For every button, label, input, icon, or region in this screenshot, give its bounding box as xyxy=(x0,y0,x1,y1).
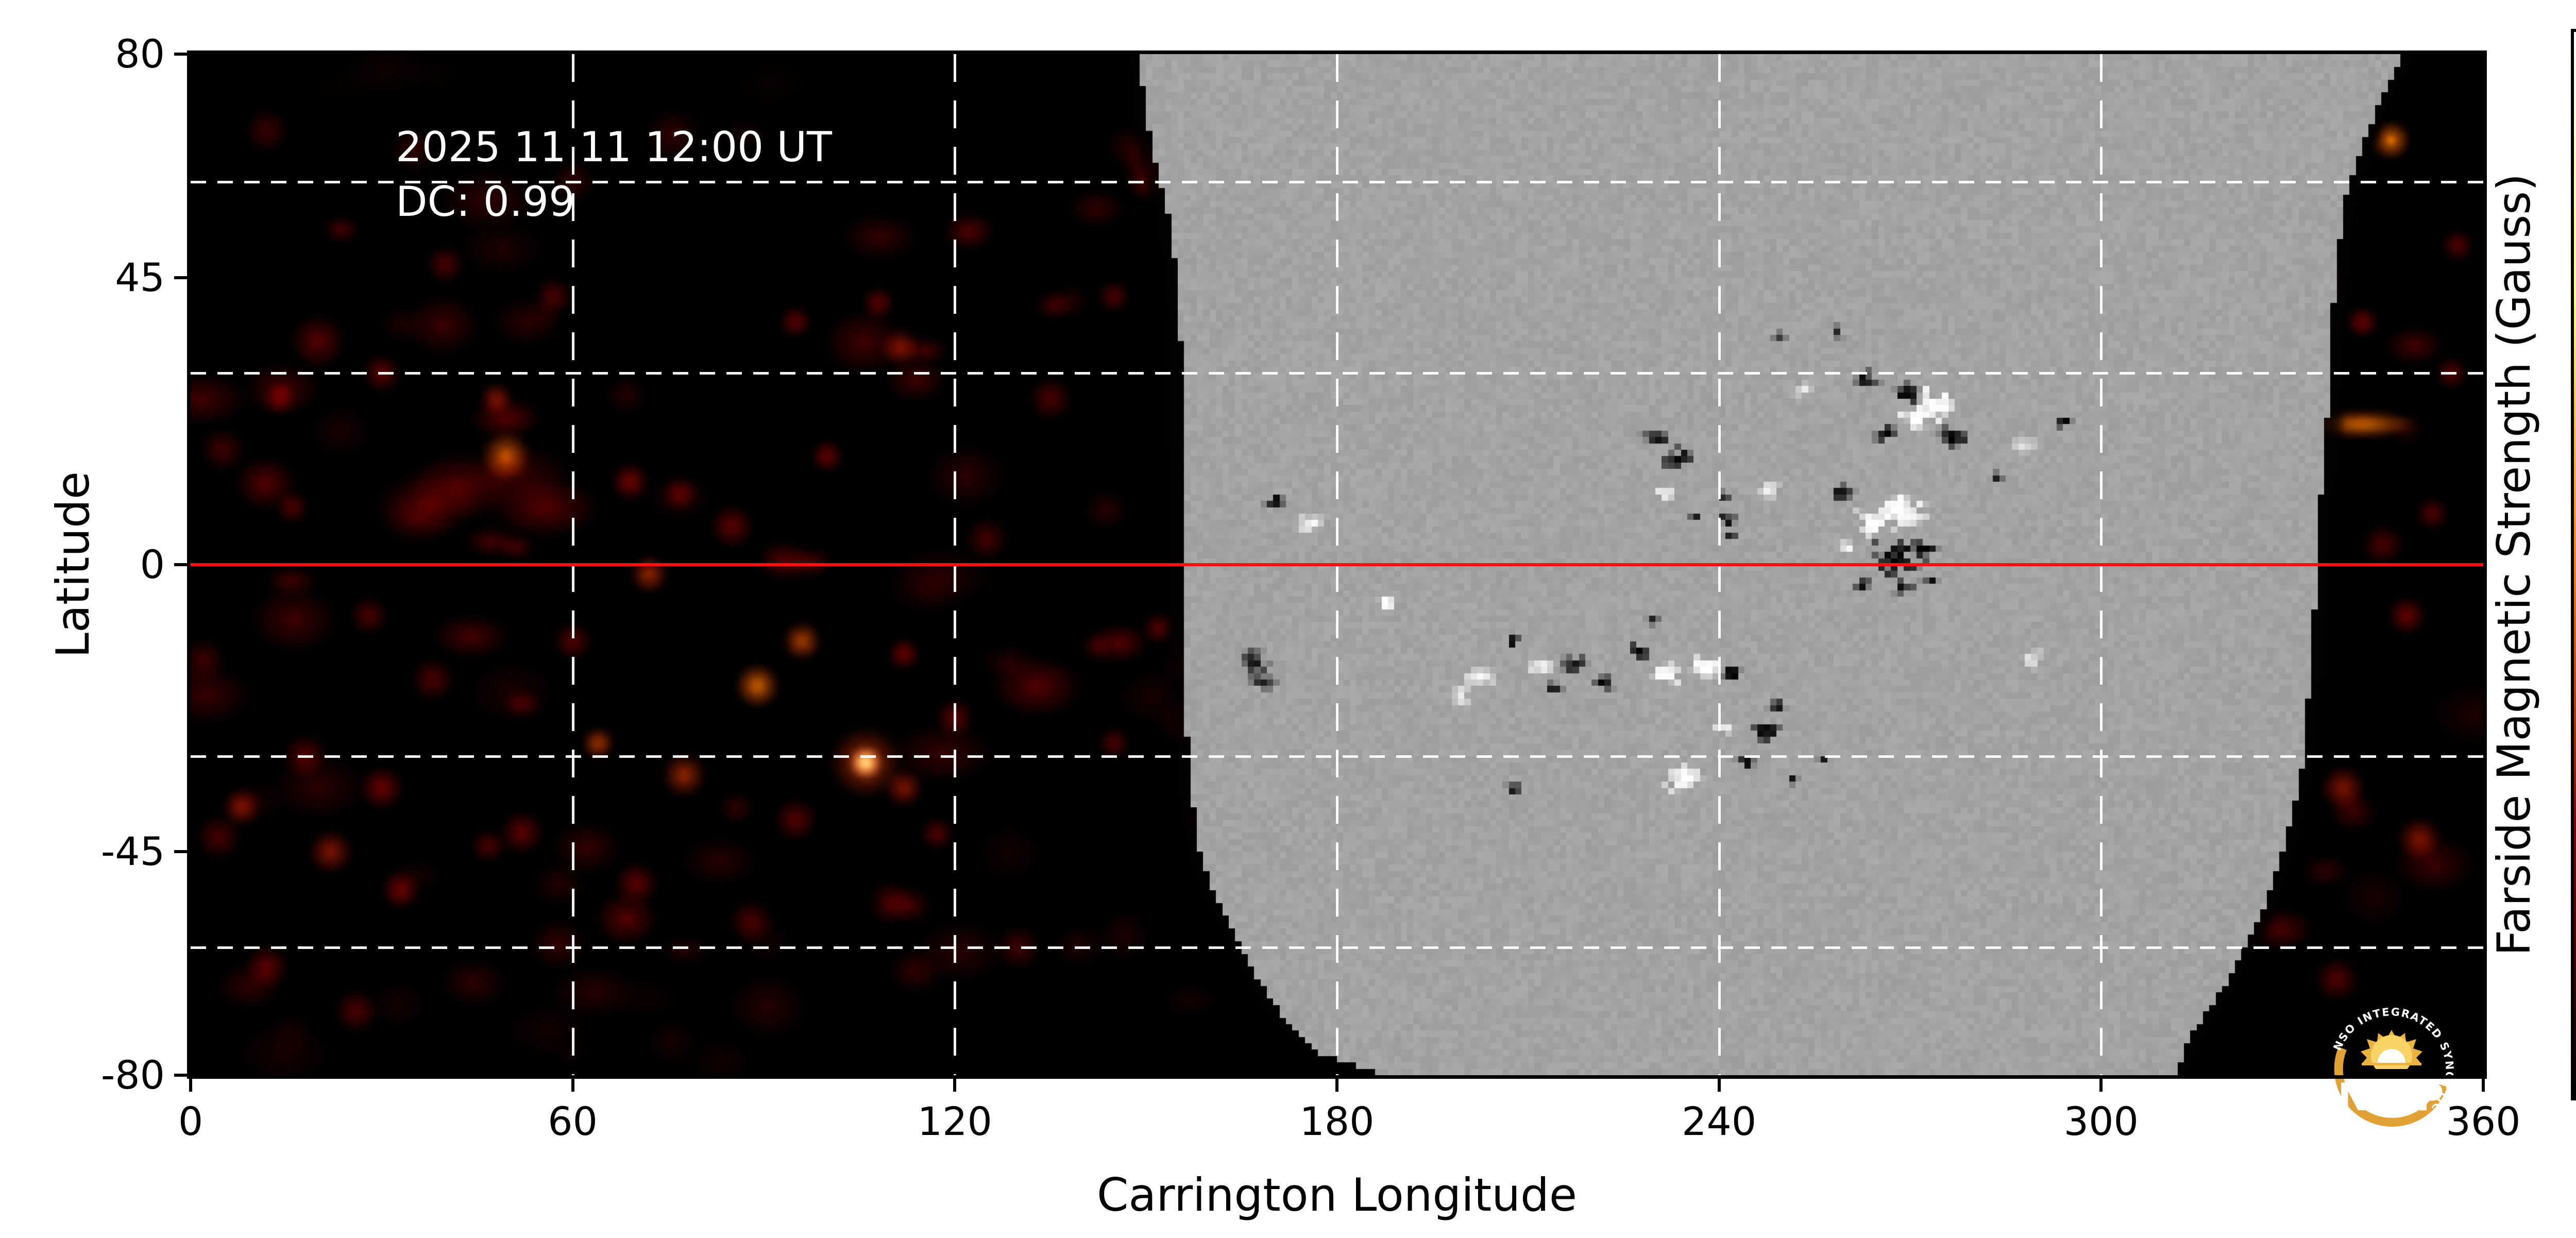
carrington-map-plot-area: 2025 11 11 12:00 UT DC: 0.99 NISP NSO IN… xyxy=(191,54,2483,1127)
x-tick-label: 240 xyxy=(1682,1098,1757,1144)
y-tick-mark xyxy=(174,53,191,56)
duty-cycle-value: DC: 0.99 xyxy=(396,177,575,226)
x-tick-label: 0 xyxy=(178,1098,204,1144)
map-datetime-annotation: 2025 11 11 12:00 UT DC: 0.99 xyxy=(396,120,832,229)
x-tick-mark xyxy=(189,1075,192,1092)
x-tick-label: 300 xyxy=(2063,1098,2139,1144)
x-tick-mark xyxy=(2099,1075,2103,1092)
x-tick-label: 180 xyxy=(1299,1098,1375,1144)
y-axis-label: Latitude xyxy=(46,471,99,658)
y-tick-mark xyxy=(174,276,191,279)
x-tick-label: 60 xyxy=(548,1098,598,1144)
map-date: 2025 11 11 12:00 UT xyxy=(396,123,832,171)
y-tick-mark xyxy=(174,850,191,854)
x-tick-mark xyxy=(2482,1075,2485,1092)
y-tick-mark xyxy=(174,563,191,566)
equator-line xyxy=(191,563,2483,566)
x-tick-mark xyxy=(953,1075,957,1092)
y-tick-label: 45 xyxy=(115,254,165,300)
farside-colorbar-label: Farside Magnetic Strength (Gauss) xyxy=(2487,173,2540,956)
y-tick-label: -80 xyxy=(100,1052,165,1098)
x-tick-label: 120 xyxy=(917,1098,992,1144)
nisp-logo: NISP NSO INTEGRATED SYNOPTIC PROGRAM xyxy=(2331,1006,2455,1127)
x-axis-label: Carrington Longitude xyxy=(1096,1168,1578,1222)
nisp-logo-sun-icon xyxy=(2361,1030,2422,1076)
x-tick-label: 360 xyxy=(2446,1098,2521,1144)
y-tick-label: 80 xyxy=(115,31,165,77)
nisp-logo-ring xyxy=(2334,1046,2448,1127)
y-tick-label: -45 xyxy=(100,828,165,875)
y-tick-label: 0 xyxy=(140,541,165,587)
farside-colorbar xyxy=(2571,29,2576,1100)
nisp-logo-text: NISP xyxy=(2338,1075,2446,1120)
y-tick-mark xyxy=(174,1074,191,1077)
x-tick-mark xyxy=(1335,1075,1338,1092)
x-tick-mark xyxy=(571,1075,574,1092)
x-tick-mark xyxy=(1717,1075,1721,1092)
